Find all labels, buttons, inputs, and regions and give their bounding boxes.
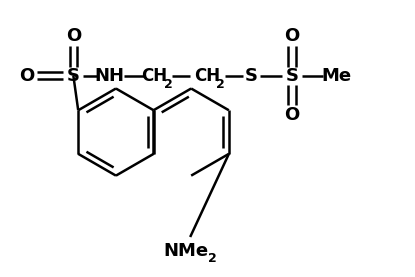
Text: S: S bbox=[286, 67, 299, 85]
Text: 2: 2 bbox=[208, 252, 216, 265]
Text: NH: NH bbox=[94, 67, 124, 85]
Text: CH: CH bbox=[142, 67, 168, 85]
Text: O: O bbox=[19, 67, 34, 85]
Text: O: O bbox=[66, 27, 81, 45]
Text: O: O bbox=[285, 27, 300, 45]
Text: S: S bbox=[67, 67, 80, 85]
Text: Me: Me bbox=[322, 67, 352, 85]
Text: NMe: NMe bbox=[164, 242, 209, 260]
Text: CH: CH bbox=[194, 67, 220, 85]
Text: S: S bbox=[245, 67, 258, 85]
Text: 2: 2 bbox=[217, 78, 225, 91]
Text: 2: 2 bbox=[164, 78, 173, 91]
Text: O: O bbox=[285, 106, 300, 124]
